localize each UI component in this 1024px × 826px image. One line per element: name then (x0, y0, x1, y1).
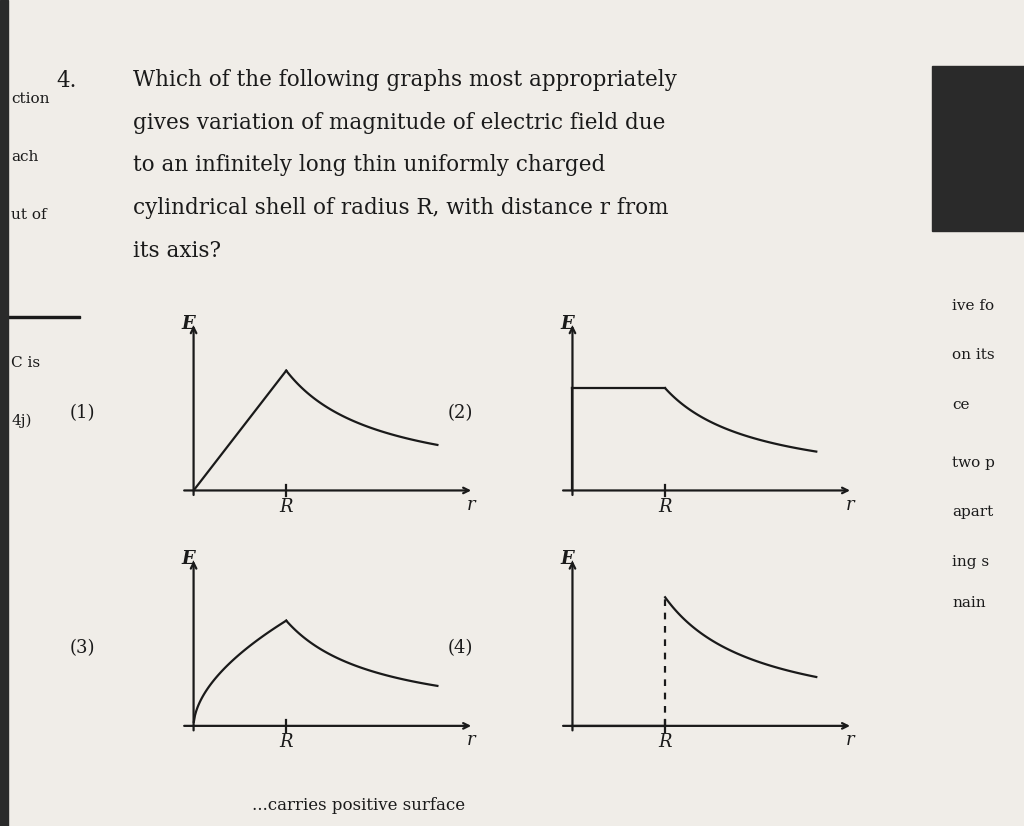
Text: r: r (846, 496, 855, 514)
Text: E: E (561, 315, 574, 333)
Text: ction: ction (11, 93, 50, 106)
Text: ut of: ut of (11, 208, 47, 221)
Text: gives variation of magnitude of electric field due: gives variation of magnitude of electric… (133, 112, 666, 134)
Text: ...carries positive surface: ...carries positive surface (252, 797, 465, 814)
Text: apart: apart (952, 506, 993, 519)
Text: r: r (467, 732, 476, 749)
Text: its axis?: its axis? (133, 240, 221, 263)
Text: ce: ce (952, 398, 970, 411)
Text: ct?: ct? (952, 142, 975, 155)
Text: (2): (2) (449, 404, 473, 422)
Text: Which of the following graphs most appropriately: Which of the following graphs most appro… (133, 69, 677, 91)
Text: ach: ach (11, 150, 39, 164)
Text: nain: nain (952, 596, 986, 610)
Text: E: E (182, 315, 196, 333)
Text: r: r (467, 496, 476, 514)
Text: 4j): 4j) (11, 414, 32, 429)
Text: (1): (1) (70, 404, 94, 422)
Text: on its: on its (952, 349, 995, 362)
Text: E: E (182, 550, 196, 568)
Text: S: S (948, 123, 987, 174)
Text: R: R (658, 497, 672, 515)
Text: E: E (561, 550, 574, 568)
Text: R: R (658, 733, 672, 751)
Text: ption: ption (952, 93, 992, 106)
Text: R: R (280, 497, 293, 515)
Text: (4): (4) (449, 639, 473, 657)
Text: r: r (846, 732, 855, 749)
Text: (3): (3) (70, 639, 94, 657)
Text: of co: of co (952, 192, 989, 205)
Text: C is: C is (11, 357, 40, 370)
Text: to an infinitely long thin uniformly charged: to an infinitely long thin uniformly cha… (133, 154, 605, 177)
Text: ing s: ing s (952, 555, 989, 568)
Text: 4.: 4. (56, 70, 77, 93)
Text: ive fo: ive fo (952, 299, 994, 312)
Text: R: R (280, 733, 293, 751)
Text: cylindrical shell of radius R, with distance r from: cylindrical shell of radius R, with dist… (133, 197, 669, 220)
Text: two p: two p (952, 456, 995, 469)
